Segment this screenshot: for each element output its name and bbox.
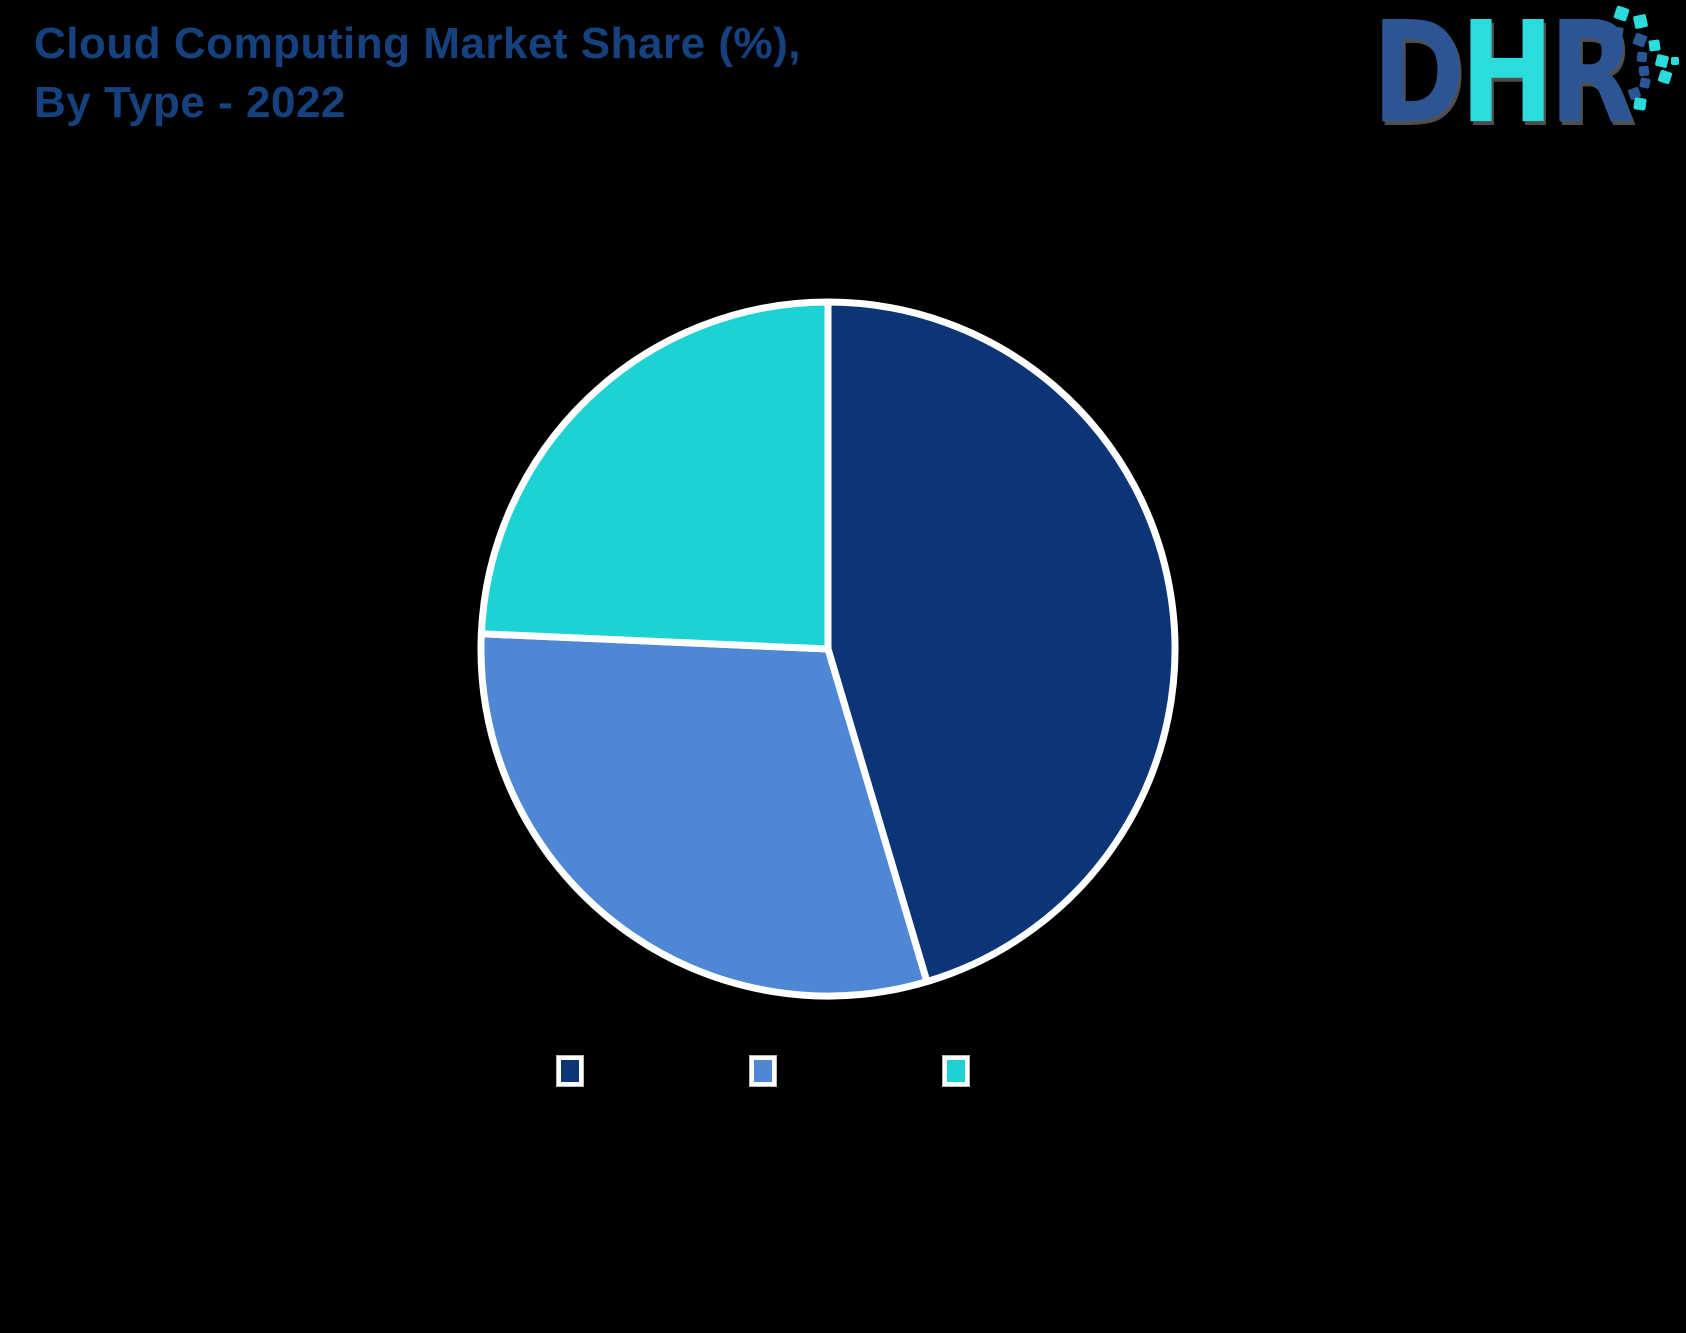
logo-dot-icon — [1636, 51, 1648, 63]
chart-legend — [556, 1055, 970, 1087]
logo-dot-icon — [1638, 65, 1650, 77]
logo-letter-r: R — [1549, 0, 1635, 155]
logo-dot-icon — [1632, 32, 1648, 48]
pie-slice-1 — [477, 630, 931, 1000]
logo-dot-icon — [1657, 69, 1673, 85]
logo-dot-icon — [1633, 97, 1647, 111]
logo-letter-d: D — [1372, 0, 1465, 155]
pie-svg — [477, 298, 1179, 1000]
pie-slice-2 — [477, 298, 832, 653]
chart-title-line2: By Type - 2022 — [34, 78, 346, 127]
dhr-logo-letters: DHR — [1372, 4, 1635, 144]
logo-dot-icon — [1618, 107, 1628, 117]
legend-swatch-color-0 — [561, 1060, 579, 1082]
pie-chart — [468, 289, 1188, 1009]
chart-title: Cloud Computing Market Share (%), By Typ… — [34, 14, 801, 132]
logo-dot-icon — [1671, 57, 1679, 65]
logo-dot-icon — [1611, 26, 1624, 39]
legend-swatch-1 — [749, 1055, 777, 1087]
legend-swatch-2 — [942, 1055, 970, 1087]
logo-dot-icon — [1639, 77, 1651, 89]
logo-dot-icon — [1648, 39, 1661, 52]
chart-title-line1: Cloud Computing Market Share (%), — [34, 19, 801, 68]
legend-swatch-color-1 — [754, 1060, 772, 1082]
logo-dot-icon — [1632, 13, 1649, 30]
logo-dot-icon — [1654, 53, 1670, 69]
legend-swatch-0 — [556, 1055, 584, 1087]
logo-letter-h: H — [1460, 0, 1554, 155]
legend-swatch-color-2 — [947, 1060, 965, 1082]
dhr-logo: DHR — [1372, 4, 1686, 144]
pie-slice-0 — [824, 298, 1179, 986]
